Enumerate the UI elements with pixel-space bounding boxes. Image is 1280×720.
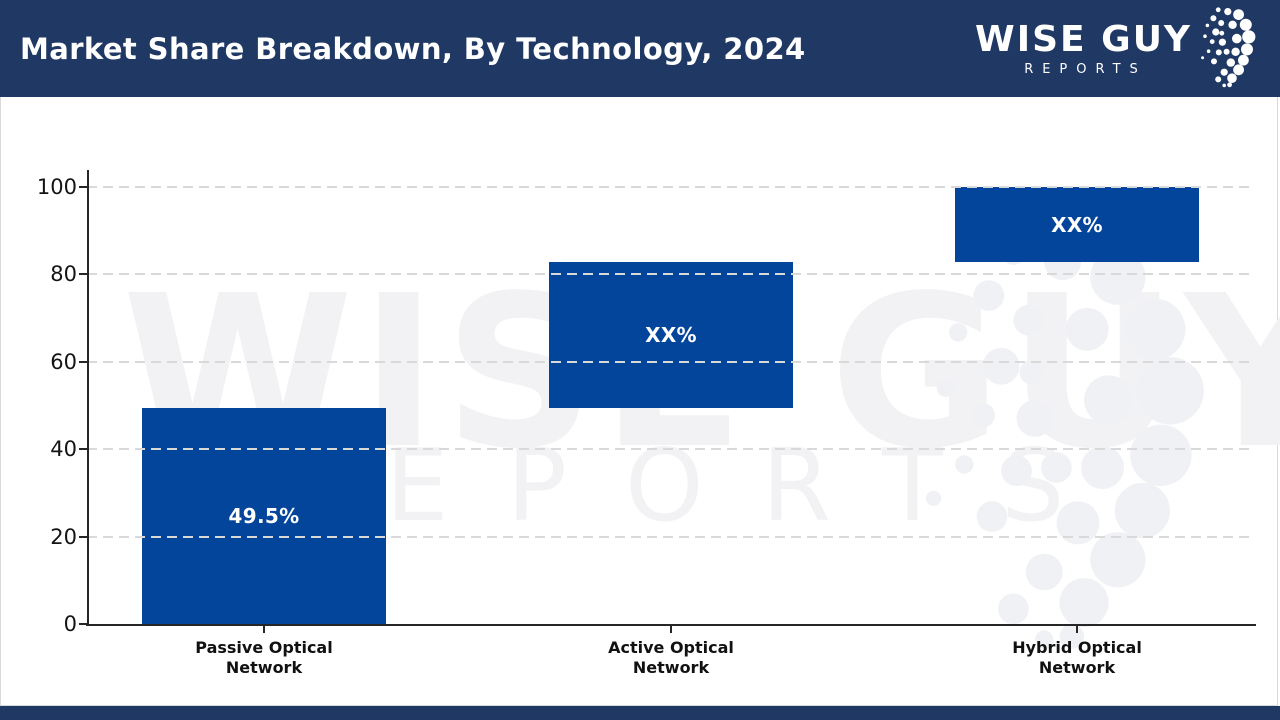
y-tick-label: 40 — [50, 437, 77, 462]
bar-active-optical-network: XX% — [549, 262, 793, 408]
gridline-y40 — [87, 448, 1253, 451]
bar-value-label: XX% — [1051, 212, 1103, 237]
gridline-y20 — [87, 535, 1253, 538]
x-axis-spine — [86, 624, 1256, 626]
gridline-y100 — [87, 186, 1253, 188]
logo-face-icon — [1186, 5, 1260, 93]
x-tick-label-passive-optical-network: Passive Optical Network — [195, 638, 333, 677]
y-tick — [79, 535, 87, 538]
bar-value-label: 49.5% — [228, 503, 300, 528]
bar-value-label: XX% — [645, 322, 697, 347]
y-tick — [79, 448, 87, 451]
wise-guy-reports-logo: WISE GUY REPORTS — [975, 5, 1260, 93]
x-tick — [263, 626, 265, 633]
y-tick-label: 60 — [50, 349, 77, 374]
x-tick — [670, 626, 672, 633]
y-tick-label: 0 — [63, 612, 77, 636]
bar-passive-optical-network: 49.5% — [142, 407, 386, 624]
x-tick — [1076, 626, 1078, 633]
y-tick-label: 80 — [50, 262, 77, 287]
footer-bar — [0, 706, 1280, 720]
watermark-subtitle: REPORTS — [258, 427, 1123, 544]
y-tick-label: 100 — [36, 175, 77, 199]
y-axis-spine — [87, 170, 89, 626]
page-title: Market Share Breakdown, By Technology, 2… — [20, 31, 806, 66]
y-tick — [79, 360, 87, 363]
x-tick-label-active-optical-network: Active Optical Network — [608, 638, 734, 677]
y-tick — [79, 186, 87, 188]
gridline-y60 — [87, 360, 1253, 363]
logo-wordmark: WISE GUY — [974, 18, 1192, 60]
y-tick — [79, 273, 87, 276]
y-tick — [79, 623, 87, 625]
gridline-y80 — [87, 273, 1253, 276]
x-tick-label-hybrid-optical-network: Hybrid Optical Network — [1012, 638, 1142, 677]
y-tick-label: 20 — [50, 524, 77, 549]
logo-subtitle: REPORTS — [1024, 61, 1147, 77]
bar-hybrid-optical-network: XX% — [955, 187, 1199, 263]
header-bar: Market Share Breakdown, By Technology, 2… — [0, 0, 1280, 97]
